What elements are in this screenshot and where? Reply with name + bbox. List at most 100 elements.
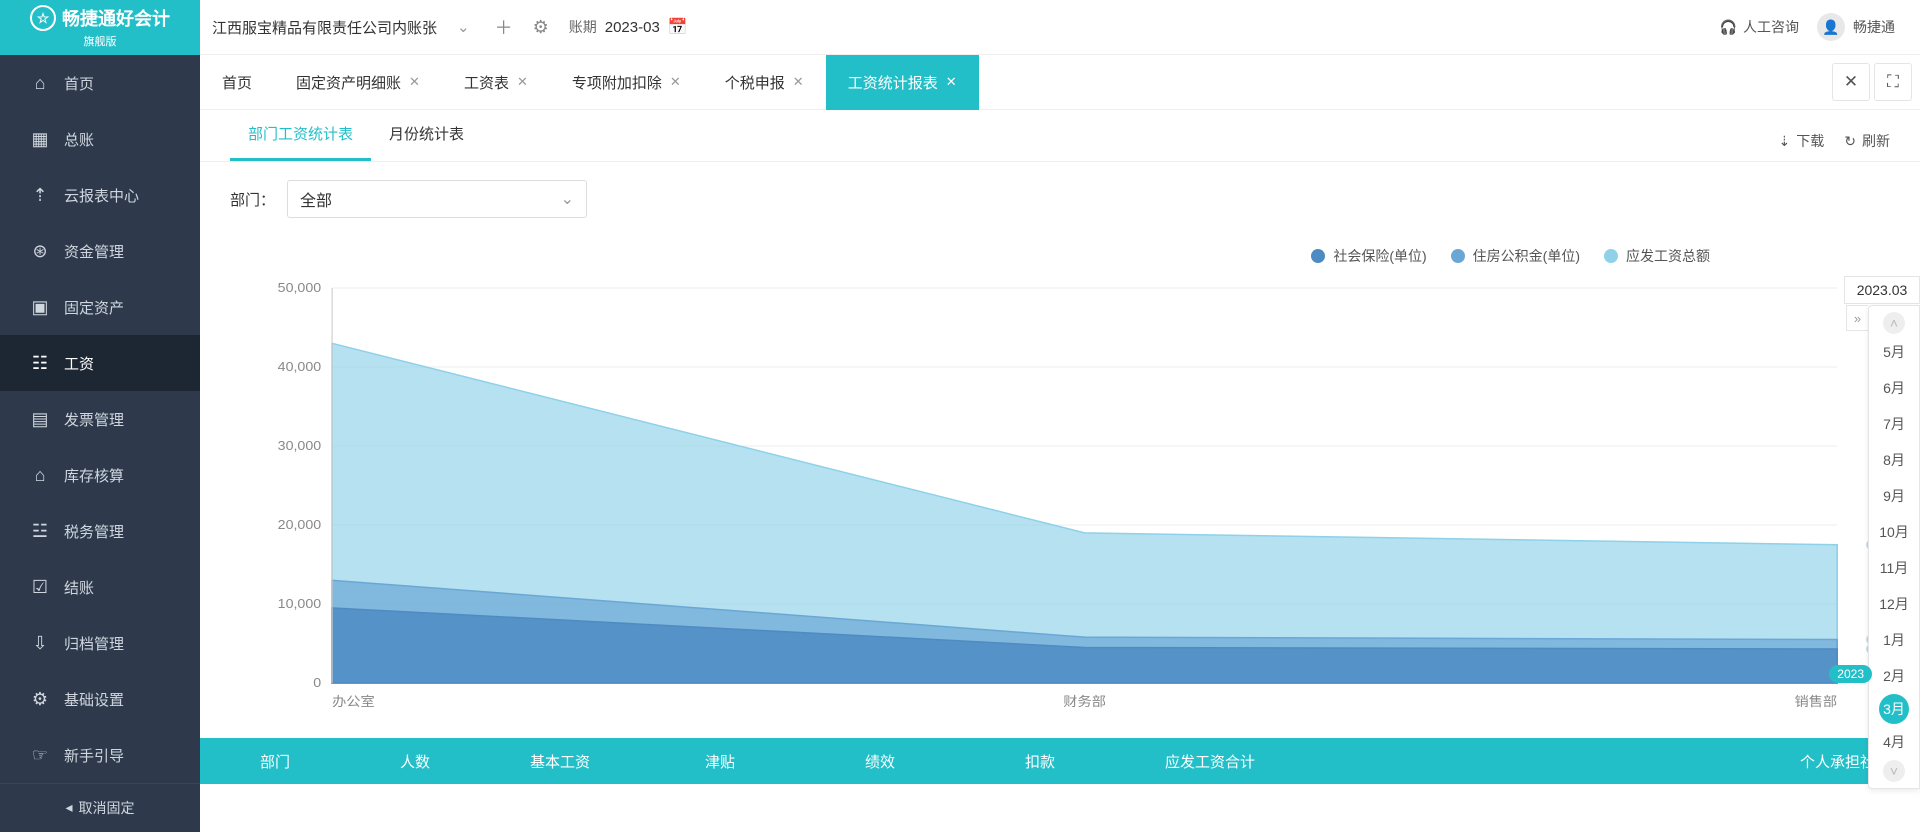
- chevron-down-icon[interactable]: ⌄: [457, 18, 470, 36]
- month-12月[interactable]: 12月: [1879, 586, 1909, 622]
- tab-2[interactable]: 工资表✕: [442, 55, 550, 110]
- legend-label: 社会保险(单位): [1333, 246, 1426, 266]
- sidebar-item-3[interactable]: ⊛资金管理: [0, 223, 200, 279]
- rail-collapse-button[interactable]: »: [1846, 305, 1868, 331]
- tab-close-icon[interactable]: ✕: [670, 74, 681, 90]
- legend-item[interactable]: 住房公积金(单位): [1451, 246, 1580, 266]
- sidebar-icon: ▦: [30, 129, 50, 150]
- headset-icon: 🎧: [1720, 19, 1737, 36]
- rail-up-button[interactable]: ˄: [1883, 312, 1905, 334]
- logo-area: ☆ 畅捷通好会计 旗舰版: [0, 0, 200, 55]
- sidebar-label: 基础设置: [64, 689, 124, 710]
- sidebar-item-5[interactable]: ☷工资: [0, 335, 200, 391]
- tab-close-icon[interactable]: ✕: [517, 74, 528, 90]
- month-3月[interactable]: 3月: [1879, 694, 1909, 724]
- download-button[interactable]: ⇣ 下载: [1779, 131, 1825, 151]
- tab-close-icon[interactable]: ✕: [946, 74, 957, 90]
- fullscreen-button[interactable]: ⛶: [1874, 63, 1912, 101]
- month-1月[interactable]: 1月: [1883, 622, 1905, 658]
- month-7月[interactable]: 7月: [1883, 406, 1905, 442]
- month-5月[interactable]: 5月: [1883, 334, 1905, 370]
- sidebar-item-0[interactable]: ⌂首页: [0, 55, 200, 111]
- username: 畅捷通: [1853, 17, 1895, 37]
- top-header: ☆ 畅捷通好会计 旗舰版 江西服宝精品有限责任公司内账张 ⌄ ＋ ⚙ 账期 20…: [0, 0, 1920, 55]
- support-link[interactable]: 🎧 人工咨询: [1720, 17, 1799, 37]
- legend-item[interactable]: 应发工资总额: [1604, 246, 1710, 266]
- tab-4[interactable]: 个税申报✕: [703, 55, 826, 110]
- table-header-cell: 扣款: [960, 751, 1120, 772]
- month-8月[interactable]: 8月: [1883, 442, 1905, 478]
- logo-main: ☆ 畅捷通好会计: [30, 5, 170, 31]
- period-label: 账期: [569, 17, 597, 37]
- sidebar-item-8[interactable]: ☳税务管理: [0, 503, 200, 559]
- tab-5[interactable]: 工资统计报表 ✕: [826, 55, 979, 110]
- tab-0[interactable]: 首页: [200, 55, 274, 110]
- unpin-button[interactable]: ◂ 取消固定: [0, 783, 200, 831]
- sidebar-item-1[interactable]: ▦ 总账: [0, 111, 200, 167]
- avatar-icon: 👤: [1817, 13, 1845, 41]
- svg-text:0: 0: [313, 676, 321, 690]
- month-9月[interactable]: 9月: [1883, 478, 1905, 514]
- sidebar-icon: ⚙: [30, 689, 50, 710]
- table-header-cell: 部门: [200, 751, 350, 772]
- chart-wrap: 社会保险(单位)住房公积金(单位)应发工资总额 010,00020,00030,…: [200, 236, 1920, 738]
- month-rail: ˄5月6月7月8月9月10月11月12月1月2月3月4月˅: [1868, 305, 1920, 789]
- content: 部门工资统计表月份统计表 ⇣ 下载 ↻ 刷新 部门： 全部 ⌄ 社会保险(单位)…: [200, 110, 1920, 832]
- tab-label: 工资统计报表: [848, 72, 938, 93]
- legend-dot: [1604, 249, 1618, 263]
- legend-label: 应发工资总额: [1626, 246, 1710, 266]
- sidebar-item-4[interactable]: ▣固定资产: [0, 279, 200, 335]
- sidebar-item-2[interactable]: ⇡云报表中心: [0, 167, 200, 223]
- month-2月[interactable]: 2月: [1883, 658, 1905, 694]
- legend-item[interactable]: 社会保险(单位): [1311, 246, 1426, 266]
- company-select[interactable]: 江西服宝精品有限责任公司内账张 ⌄: [212, 17, 470, 38]
- table-header-cell: 应发工资合计: [1120, 751, 1300, 772]
- sidebar-item-11[interactable]: ⚙ 基础设置: [0, 671, 200, 727]
- filter-label: 部门：: [230, 189, 275, 210]
- svg-text:40,000: 40,000: [278, 360, 322, 374]
- sub-actions: ⇣ 下载 ↻ 刷新: [1779, 131, 1890, 161]
- rail-down-button[interactable]: ˅: [1883, 760, 1905, 782]
- year-badge: 2023: [1829, 665, 1872, 683]
- department-select[interactable]: 全部 ⌄: [287, 180, 587, 218]
- close-all-button[interactable]: ✕: [1832, 63, 1870, 101]
- logo-edition: 旗舰版: [84, 33, 117, 49]
- legend-label: 住房公积金(单位): [1473, 246, 1580, 266]
- sidebar-icon: ☑: [30, 577, 50, 598]
- select-value: 全部: [300, 187, 332, 211]
- sidebar-label: 总账: [64, 129, 94, 150]
- table-header-cell: 基本工资: [480, 751, 640, 772]
- sidebar-icon: ▣: [30, 297, 50, 318]
- month-6月[interactable]: 6月: [1883, 370, 1905, 406]
- tab-close-icon[interactable]: ✕: [409, 74, 420, 90]
- sidebar-item-10[interactable]: ⇩ 归档管理: [0, 615, 200, 671]
- svg-text:10,000: 10,000: [278, 597, 322, 611]
- sidebar-icon: ☷: [30, 353, 50, 374]
- tab-3[interactable]: 专项附加扣除✕: [550, 55, 703, 110]
- sidebar-item-9[interactable]: ☑结账: [0, 559, 200, 615]
- sidebar-icon: ⇩: [30, 633, 50, 654]
- pin-icon: ◂: [65, 799, 72, 816]
- sidebar-label: 归档管理: [64, 633, 124, 654]
- sidebar-item-7[interactable]: ⌂库存核算: [0, 447, 200, 503]
- month-10月[interactable]: 10月: [1879, 514, 1909, 550]
- calendar-icon[interactable]: 📅: [668, 17, 688, 37]
- month-4月[interactable]: 4月: [1883, 724, 1905, 760]
- sidebar-icon: ⊛: [30, 241, 50, 262]
- pin-label: 取消固定: [79, 798, 135, 818]
- sub-tab-1[interactable]: 月份统计表: [371, 110, 482, 161]
- tab-close-icon[interactable]: ✕: [793, 74, 804, 90]
- tab-label: 首页: [222, 72, 252, 93]
- sub-tabs: 部门工资统计表月份统计表 ⇣ 下载 ↻ 刷新: [200, 110, 1920, 162]
- refresh-button[interactable]: ↻ 刷新: [1844, 131, 1890, 151]
- gear-icon[interactable]: ⚙: [533, 17, 549, 38]
- sidebar-icon: ☞: [30, 745, 50, 766]
- user-block[interactable]: 👤 畅捷通: [1817, 13, 1895, 41]
- month-11月[interactable]: 11月: [1880, 550, 1909, 586]
- plus-icon[interactable]: ＋: [495, 14, 513, 40]
- sidebar-icon: ⌂: [30, 465, 50, 486]
- sidebar-item-12[interactable]: ☞新手引导: [0, 727, 200, 783]
- sub-tab-0[interactable]: 部门工资统计表: [230, 110, 371, 161]
- sidebar-item-6[interactable]: ▤发票管理: [0, 391, 200, 447]
- tab-1[interactable]: 固定资产明细账✕: [274, 55, 442, 110]
